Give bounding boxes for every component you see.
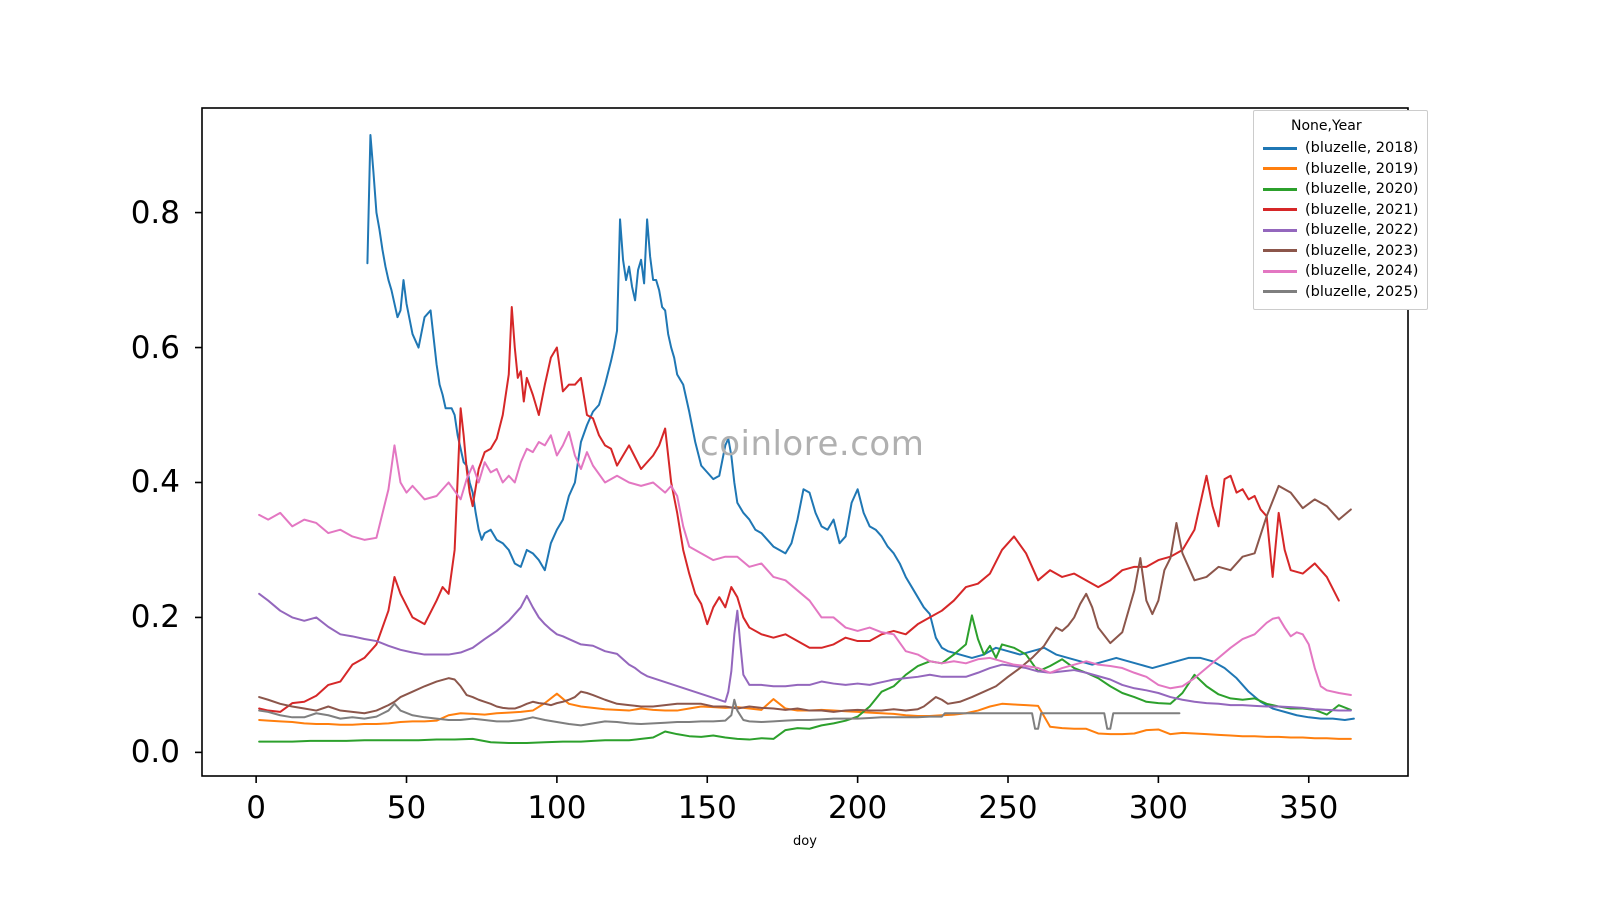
- series-line-2: [258, 614, 1352, 744]
- legend-color-swatch: [1263, 290, 1297, 294]
- legend-color-swatch: [1263, 208, 1297, 212]
- legend-color-swatch: [1263, 228, 1297, 232]
- legend-entry: (bluzelle, 2018): [1263, 138, 1418, 159]
- x-tick-label-7: 350: [1279, 790, 1339, 826]
- legend-entry: (bluzelle, 2021): [1263, 200, 1418, 221]
- legend-entry-label: (bluzelle, 2021): [1305, 201, 1419, 218]
- x-tick-label-4: 200: [828, 790, 888, 826]
- y-tick-label-1: 0.2: [130, 599, 180, 636]
- series-line-7: [258, 698, 1181, 730]
- series-line-6: [258, 430, 1352, 697]
- y-tick-label-4: 0.8: [130, 194, 180, 231]
- legend-entry-label: (bluzelle, 2019): [1305, 160, 1419, 177]
- legend-entry-list: (bluzelle, 2018) (bluzelle, 2019) (bluzell…: [1263, 138, 1418, 302]
- legend-entry: (bluzelle, 2023): [1263, 241, 1418, 262]
- legend-entry: (bluzelle, 2025): [1263, 282, 1418, 303]
- legend-entry: (bluzelle, 2020): [1263, 179, 1418, 200]
- legend-entry-label: (bluzelle, 2022): [1305, 222, 1419, 239]
- legend-color-swatch: [1263, 167, 1297, 171]
- legend-title: None,Year: [1291, 118, 1362, 134]
- series-line-5: [258, 484, 1352, 715]
- plot-frame: [201, 107, 1409, 777]
- legend-color-swatch: [1263, 187, 1297, 191]
- x-tick-label-6: 300: [1128, 790, 1188, 826]
- legend-color-swatch: [1263, 146, 1297, 150]
- legend-entry-label: (bluzelle, 2025): [1305, 283, 1419, 300]
- x-tick-label-0: 0: [246, 790, 266, 826]
- legend-entry-label: (bluzelle, 2023): [1305, 242, 1419, 259]
- legend-entry: (bluzelle, 2019): [1263, 159, 1418, 180]
- y-tick-label-3: 0.6: [130, 329, 180, 366]
- y-tick-label-2: 0.4: [130, 464, 180, 501]
- x-tick-label-3: 150: [677, 790, 737, 826]
- legend-color-swatch: [1263, 269, 1297, 273]
- series-line-4: [258, 592, 1352, 712]
- legend-color-swatch: [1263, 249, 1297, 253]
- chart-legend: None,Year (bluzelle, 2018) (bluzelle, 201…: [1253, 110, 1429, 310]
- x-axis-label: doy: [793, 834, 817, 849]
- legend-entry-label: (bluzelle, 2018): [1305, 140, 1419, 157]
- legend-entry: (bluzelle, 2022): [1263, 220, 1418, 241]
- x-tick-label-5: 250: [978, 790, 1038, 826]
- y-tick-label-0: 0.0: [130, 734, 180, 771]
- legend-entry: (bluzelle, 2024): [1263, 261, 1418, 282]
- legend-entry-label: (bluzelle, 2020): [1305, 181, 1419, 198]
- legend-entry-label: (bluzelle, 2024): [1305, 263, 1419, 280]
- x-tick-label-1: 50: [386, 790, 427, 826]
- x-tick-label-2: 100: [527, 790, 587, 826]
